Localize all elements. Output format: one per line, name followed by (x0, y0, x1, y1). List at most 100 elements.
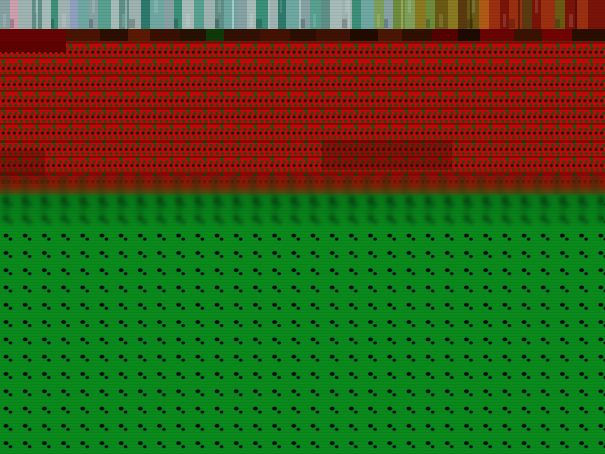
noise-sliver (575, 0, 577, 29)
noise-block (405, 0, 415, 29)
green-field-smear-column (118, 195, 124, 225)
green-field-smear-column (272, 195, 278, 225)
noise-block (150, 0, 164, 29)
transition-smear-column (97, 176, 105, 202)
noise-block (426, 0, 435, 29)
noise-block (555, 0, 565, 29)
red-field-glitch-top-left (0, 41, 66, 52)
noise-block (164, 0, 174, 29)
dark-band-segment (402, 29, 432, 41)
noise-block (98, 0, 111, 29)
noise-block-fragment (342, 19, 347, 28)
noise-block (522, 0, 532, 29)
noise-block (58, 0, 70, 29)
green-field-smear-column (368, 195, 374, 225)
noise-block (42, 0, 51, 29)
green-field-smear-column (406, 195, 412, 225)
transition-smear-column (78, 176, 86, 202)
green-field-smear-column (464, 195, 470, 225)
noise-sliver (232, 0, 234, 29)
green-field-smear-column (521, 195, 527, 225)
dark-band-segment (316, 29, 350, 41)
noise-block (565, 0, 577, 29)
dark-band-segment (100, 29, 128, 41)
noise-block-fragment (377, 14, 380, 27)
noise-block (330, 0, 342, 29)
green-field-smear-column (329, 195, 335, 225)
green-field-smear-column (483, 195, 489, 225)
noise-block-fragment (89, 19, 93, 28)
dark-band-segment (458, 29, 480, 41)
noise-block (18, 0, 32, 29)
noise-block (300, 0, 310, 29)
green-glyph-lattice-overlay (0, 195, 605, 454)
noise-block (467, 0, 479, 29)
noise-block (204, 0, 215, 29)
dark-band-segment (180, 29, 206, 41)
green-field-smear-column (502, 195, 508, 225)
red-to-green-transition-smear (0, 176, 605, 202)
noise-block-fragment (467, 19, 473, 28)
noise-block-fragment (51, 19, 54, 28)
noise-block (129, 0, 141, 29)
noise-block (278, 0, 286, 29)
transition-smear-column (401, 176, 409, 202)
noise-block (111, 0, 119, 29)
green-field-smear-column (22, 195, 28, 225)
dark-band-segment (206, 29, 224, 41)
noise-block (588, 0, 605, 29)
green-field-smear-column (214, 195, 220, 225)
noise-block (393, 0, 405, 29)
dark-band-segment (260, 29, 290, 41)
noise-block (384, 0, 393, 29)
green-field-smear-column (137, 195, 143, 225)
green-field-smear-column (349, 195, 355, 225)
transition-smear-column (268, 176, 276, 202)
green-field-smear-column (80, 195, 86, 225)
noise-block-fragment (509, 19, 515, 28)
noise-block (78, 0, 89, 29)
green-field-smear-column (310, 195, 316, 225)
noise-sliver (518, 0, 520, 29)
transition-smear-column (40, 176, 48, 202)
noise-block (51, 0, 58, 29)
noise-block-fragment (154, 0, 158, 13)
transition-smear-column (439, 176, 447, 202)
green-field-smear-column (99, 195, 105, 225)
noise-block (224, 0, 237, 29)
green-field-smear-column (445, 195, 451, 225)
noise-block-fragment (280, 0, 282, 13)
transition-smear-column (116, 176, 124, 202)
noise-block (310, 0, 321, 29)
transition-smear-column (59, 176, 67, 202)
dark-band-segment (480, 29, 514, 41)
noise-block-fragment (218, 0, 221, 13)
transition-smear-column (363, 176, 371, 202)
transition-smear-column (553, 176, 561, 202)
dark-band-segment (290, 29, 316, 41)
noise-block (237, 0, 247, 29)
transition-smear-column (287, 176, 295, 202)
noise-block-fragment (35, 0, 38, 13)
noise-sliver (348, 0, 350, 29)
transition-smear-column (382, 176, 390, 202)
green-field-smear-column (233, 195, 239, 225)
noise-block (509, 0, 522, 29)
dark-band-segment (432, 29, 458, 41)
dark-band-segment (128, 29, 150, 41)
transition-smear-column (534, 176, 542, 202)
noise-block-fragment (62, 14, 66, 27)
noise-block (0, 0, 10, 29)
top-pixel-noise-band (0, 0, 605, 29)
noise-block (532, 0, 541, 29)
noise-block-fragment (569, 14, 573, 27)
noise-block (342, 0, 352, 29)
dark-band-segment (224, 29, 260, 41)
noise-block-fragment (250, 14, 253, 27)
noise-block (70, 0, 78, 29)
noise-block-fragment (256, 19, 262, 28)
noise-block-fragment (122, 14, 125, 27)
noise-block-fragment (408, 0, 411, 13)
noise-block-fragment (129, 19, 135, 28)
